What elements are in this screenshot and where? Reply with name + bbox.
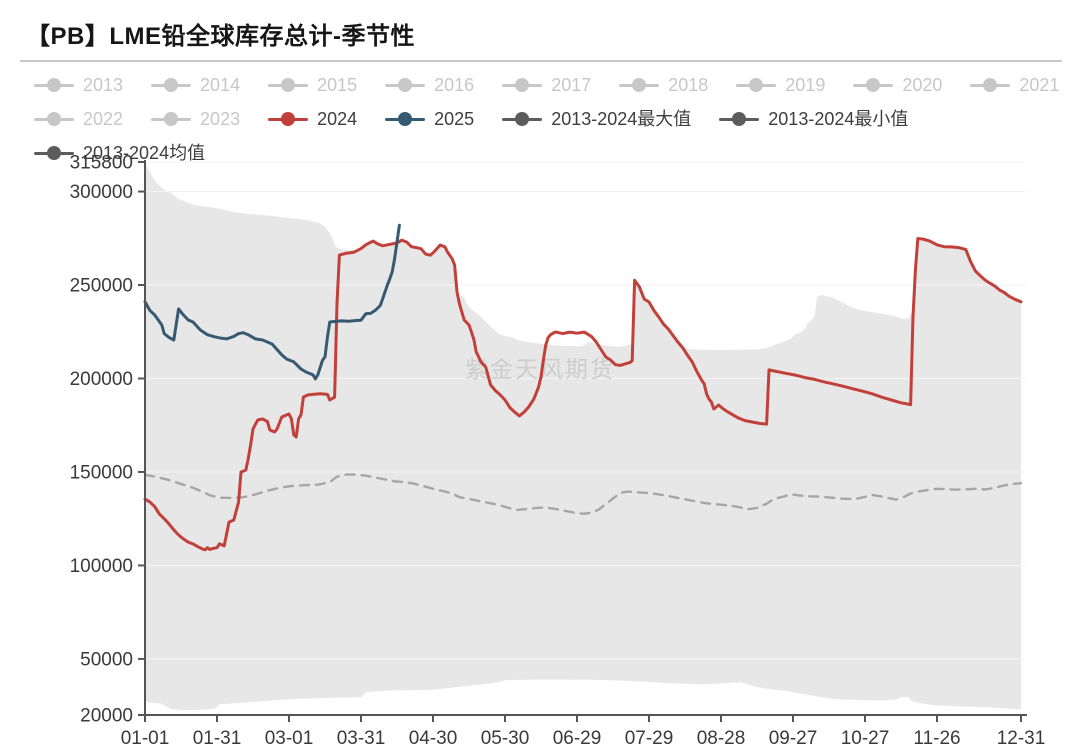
legend-series-marker-icon [853,78,894,93]
x-tick-label: 01-31 [193,728,242,749]
legend-item-2013[interactable]: 2013 [34,76,123,94]
legend-row: 2013 2014 2015 2016 2017 2018 2019 2020 2021 [34,68,1064,102]
legend-item-2019[interactable]: 2019 [736,76,825,94]
x-tick-label: 12-31 [997,728,1046,749]
legend-item-label: 2019 [785,75,826,95]
legend-item-2013-2024最小值[interactable]: 2013-2024最小值 [719,110,908,128]
page-title: 【PB】LME铅全球库存总计-季节性 [26,23,415,50]
title-divider [20,60,1062,62]
x-tick-label: 08-28 [697,728,746,749]
legend-row: 2013-2024均值 [34,136,1064,170]
y-tick-label: 20000 [80,706,133,727]
legend-series-marker-icon [619,78,660,93]
legend-item-label: 2013-2024均值 [83,143,206,163]
legend-series-marker-icon [970,78,1011,93]
legend-item-2017[interactable]: 2017 [502,76,591,94]
legend-item-label: 2014 [200,75,241,95]
y-tick-label: 250000 [70,276,133,297]
legend-row: 2022 2023 2024 2025 2013-2024最大值 2013-2024最小值 [34,102,1064,136]
legend-item-2015[interactable]: 2015 [268,76,357,94]
legend-series-marker-icon [385,112,426,127]
y-tick-label: 50000 [80,649,133,670]
chart-area: 紫金天风期货 315800 300000 250000 200000 150000 1000… [0,150,1080,754]
legend-item-2024[interactable]: 2024 [268,110,357,128]
legend-item-2021[interactable]: 2021 [970,76,1059,94]
legend-series-marker-icon [502,78,543,93]
legend-series-marker-icon [34,78,74,93]
minmax-band [145,162,1021,710]
x-tick-label: 03-01 [265,728,314,749]
legend-item-2023[interactable]: 2023 [151,110,240,128]
legend-series-marker-icon [736,78,777,93]
legend-series-marker-icon [34,112,74,127]
legend-item-label: 2021 [1019,75,1060,95]
y-tick-label: 100000 [70,556,133,577]
legend-item-label: 2016 [434,75,475,95]
legend-item-2020[interactable]: 2020 [853,76,942,94]
y-tick-label: 300000 [70,182,133,203]
legend: 2013 2014 2015 2016 2017 2018 2019 2020 2021 2022… [34,68,1064,170]
x-tick-label: 07-29 [625,728,674,749]
y-tick-label: 315800 [70,153,133,174]
legend-item-label: 2015 [317,75,358,95]
x-tick-label: 09-27 [769,728,818,749]
legend-series-marker-icon [151,78,192,93]
line-2024 [143,237,1023,552]
legend-item-label: 2020 [902,75,943,95]
legend-item-label: 2022 [83,109,124,129]
legend-item-2013-2024均值[interactable]: 2013-2024均值 [34,144,205,162]
legend-item-label: 2017 [551,75,592,95]
legend-item-label: 2018 [668,75,709,95]
legend-series-marker-icon [502,112,543,127]
line-2025 [143,223,401,381]
x-tick-label: 05-30 [481,728,530,749]
legend-series-marker-icon [385,78,426,93]
legend-item-label: 2024 [317,109,358,129]
legend-item-2025[interactable]: 2025 [385,110,474,128]
x-tick-label: 01-01 [121,728,170,749]
axes: 315800 300000 250000 200000 150000 100000 5000… [70,153,1046,750]
y-tick-label: 200000 [70,369,133,390]
x-tick-label: 11-26 [913,728,960,749]
y-tick-label: 150000 [70,462,133,483]
x-tick-label: 04-30 [409,728,458,749]
x-tick-label: 06-29 [553,728,602,749]
legend-item-label: 2025 [434,109,475,129]
legend-item-2018[interactable]: 2018 [619,76,708,94]
legend-series-marker-icon [719,112,760,127]
legend-item-2016[interactable]: 2016 [385,76,474,94]
legend-item-label: 2013-2024最小值 [768,109,909,129]
legend-series-marker-icon [268,78,309,93]
legend-item-2022[interactable]: 2022 [34,110,123,128]
legend-series-marker-icon [151,112,192,127]
inventory-seasonality-chart: 紫金天风期货3158003000002500002000001500001000… [70,153,1046,750]
legend-item-2013-2024最大值[interactable]: 2013-2024最大值 [502,110,691,128]
mean-line-2013-2024 [143,473,1023,516]
legend-item-label: 2023 [200,109,241,129]
legend-series-marker-icon [268,112,309,127]
legend-item-2014[interactable]: 2014 [151,76,240,94]
x-tick-label: 03-31 [337,728,386,749]
legend-item-label: 2013-2024最大值 [551,109,692,129]
legend-series-marker-icon [34,146,74,161]
x-tick-label: 10-27 [841,728,890,749]
legend-item-label: 2013 [83,75,124,95]
